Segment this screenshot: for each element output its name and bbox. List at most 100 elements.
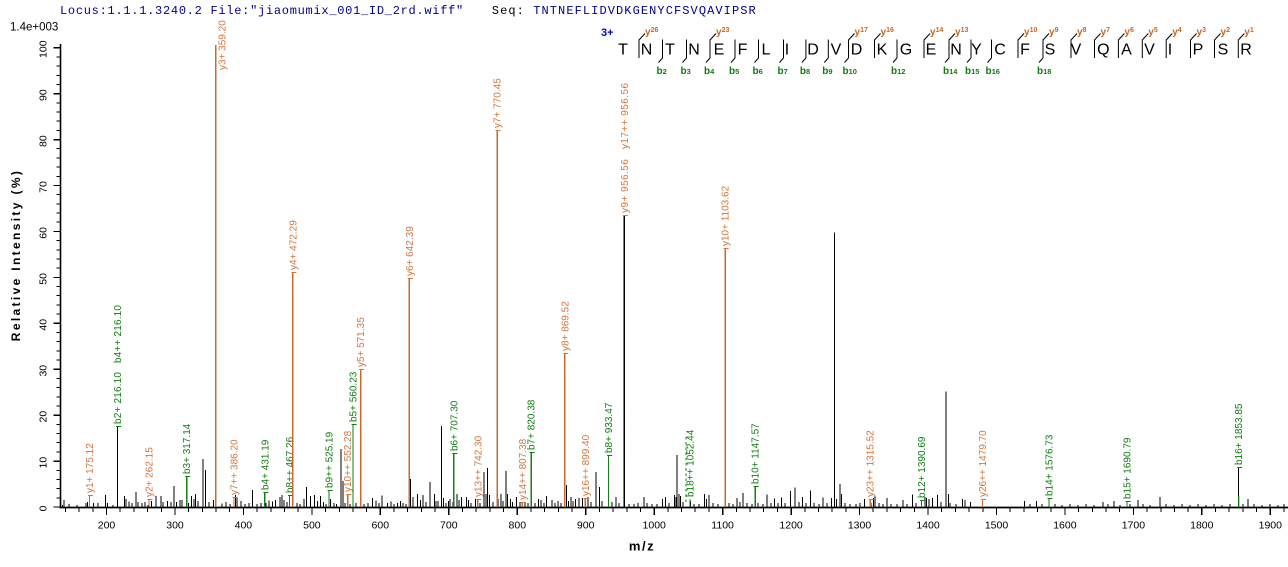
svg-text:C: C	[994, 42, 1006, 59]
svg-text:y16: y16	[881, 27, 894, 38]
svg-text:y3+ 359.20: y3+ 359.20	[218, 20, 229, 70]
svg-text:V: V	[1144, 42, 1155, 59]
svg-text:y4: y4	[1172, 27, 1182, 38]
svg-text:y9: y9	[1049, 27, 1059, 38]
svg-text:b3: b3	[681, 66, 691, 77]
svg-text:y14: y14	[930, 27, 943, 38]
svg-text:3+: 3+	[601, 27, 614, 39]
svg-text:1.4e+003: 1.4e+003	[10, 22, 58, 34]
svg-text:y13++ 742.30: y13++ 742.30	[473, 435, 484, 497]
svg-text:b5: b5	[729, 66, 739, 77]
svg-text:D: D	[851, 42, 863, 59]
svg-text:b15+ 1690.79: b15+ 1690.79	[1123, 437, 1134, 499]
svg-text:1900: 1900	[1259, 520, 1283, 532]
svg-text:A: A	[1121, 42, 1132, 59]
svg-text:1200: 1200	[779, 520, 803, 532]
svg-text:y23++ 1315.52: y23++ 1315.52	[866, 430, 877, 497]
svg-text:K: K	[877, 42, 888, 59]
svg-text:V: V	[1071, 42, 1082, 59]
svg-text:N: N	[688, 42, 700, 59]
svg-text:b10+ 1147.57: b10+ 1147.57	[751, 423, 762, 484]
svg-text:1100: 1100	[711, 520, 734, 532]
svg-text:800: 800	[509, 520, 527, 532]
svg-text:b6: b6	[753, 66, 763, 77]
svg-text:b9++ 525.19: b9++ 525.19	[325, 431, 336, 488]
svg-text:80: 80	[38, 135, 50, 147]
svg-text:900: 900	[577, 520, 595, 532]
svg-text:b5+ 560.23: b5+ 560.23	[349, 371, 360, 422]
svg-text:b6+ 707.30: b6+ 707.30	[449, 400, 460, 451]
svg-text:b16: b16	[986, 66, 1000, 77]
svg-text:b12: b12	[891, 66, 905, 77]
svg-text:y8: y8	[1077, 27, 1087, 38]
svg-text:y7+ 770.45: y7+ 770.45	[493, 78, 504, 128]
svg-text:500: 500	[303, 520, 321, 532]
svg-text:y5: y5	[1148, 27, 1158, 38]
svg-text:y16++ 899.40: y16++ 899.40	[581, 434, 592, 496]
svg-text:Locus:1.1.1.3240.2 File:"jiaom: Locus:1.1.1.3240.2 File:"jiaomumix_001_I…	[60, 4, 464, 18]
svg-text:y6: y6	[1124, 27, 1134, 38]
svg-text:m/z: m/z	[629, 539, 655, 554]
svg-text:90: 90	[38, 89, 50, 101]
svg-text:1800: 1800	[1190, 520, 1214, 532]
svg-text:y2+ 262.15: y2+ 262.15	[145, 447, 156, 497]
svg-text:Q: Q	[1097, 42, 1109, 59]
svg-text:b4+ 431.19: b4+ 431.19	[260, 439, 271, 490]
svg-text:F: F	[1020, 42, 1030, 59]
svg-text:20: 20	[38, 411, 50, 423]
svg-text:b16+ 1853.85: b16+ 1853.85	[1234, 403, 1245, 465]
svg-text:D: D	[807, 42, 819, 59]
svg-text:y10+ 1103.62: y10+ 1103.62	[721, 185, 732, 246]
svg-text:y9+ 956.56 y17++ 956.56: y9+ 956.56 y17++ 956.56	[620, 82, 631, 213]
svg-text:S: S	[1045, 42, 1056, 59]
svg-text:b7: b7	[778, 66, 788, 77]
svg-text:Seq: TNTNEFLIDVDKGENYCFSVQAVIP: Seq: TNTNEFLIDVDKGENYCFSVQAVIPSR	[492, 4, 757, 18]
svg-text:y1+ 175.12: y1+ 175.12	[85, 443, 96, 493]
svg-text:b8: b8	[800, 66, 810, 77]
svg-text:b2: b2	[657, 66, 667, 77]
svg-text:Y: Y	[971, 42, 982, 59]
svg-text:0: 0	[38, 505, 50, 511]
svg-text:100: 100	[38, 40, 50, 58]
svg-text:400: 400	[235, 520, 253, 532]
svg-text:1500: 1500	[985, 520, 1009, 532]
svg-text:b14+ 1576.73: b14+ 1576.73	[1045, 434, 1056, 496]
svg-text:1400: 1400	[916, 520, 940, 532]
svg-text:b9: b9	[822, 66, 832, 77]
svg-text:y2: y2	[1221, 27, 1231, 38]
svg-text:y6+ 642.39: y6+ 642.39	[405, 226, 416, 276]
svg-text:E: E	[714, 42, 725, 59]
svg-text:b3+ 317.14: b3+ 317.14	[182, 423, 193, 474]
svg-text:y13: y13	[955, 27, 968, 38]
svg-text:b14: b14	[943, 66, 958, 77]
svg-text:I: I	[785, 42, 789, 59]
svg-text:y26: y26	[645, 27, 658, 38]
svg-text:b2+ 216.10 b4++ 216.10: b2+ 216.10 b4++ 216.10	[113, 305, 124, 424]
svg-text:T: T	[618, 42, 628, 59]
svg-text:R: R	[1240, 42, 1252, 59]
svg-text:y26++ 1479.70: y26++ 1479.70	[978, 430, 989, 497]
svg-text:T: T	[665, 42, 675, 59]
svg-text:N: N	[641, 42, 653, 59]
svg-text:600: 600	[372, 520, 390, 532]
svg-text:1700: 1700	[1122, 520, 1146, 532]
svg-text:60: 60	[38, 227, 50, 239]
svg-text:1000: 1000	[643, 520, 667, 532]
svg-text:1600: 1600	[1053, 520, 1077, 532]
svg-text:G: G	[900, 42, 912, 59]
svg-text:I: I	[1168, 42, 1172, 59]
svg-text:200: 200	[98, 520, 116, 532]
svg-text:y14++ 807.38: y14++ 807.38	[518, 438, 529, 500]
svg-text:y23: y23	[716, 27, 729, 38]
svg-text:y10: y10	[1024, 27, 1037, 38]
svg-text:y8+ 869.52: y8+ 869.52	[560, 301, 571, 351]
svg-text:L: L	[762, 42, 771, 59]
svg-text:F: F	[738, 42, 748, 59]
svg-text:N: N	[950, 42, 962, 59]
svg-text:y4+ 472.29: y4+ 472.29	[288, 220, 299, 270]
svg-text:S: S	[1218, 42, 1229, 59]
svg-text:b18: b18	[1037, 66, 1051, 77]
svg-text:300: 300	[166, 520, 184, 532]
svg-text:y10++ 552.28: y10++ 552.28	[343, 430, 354, 492]
svg-text:y7++ 386.20: y7++ 386.20	[230, 439, 241, 495]
